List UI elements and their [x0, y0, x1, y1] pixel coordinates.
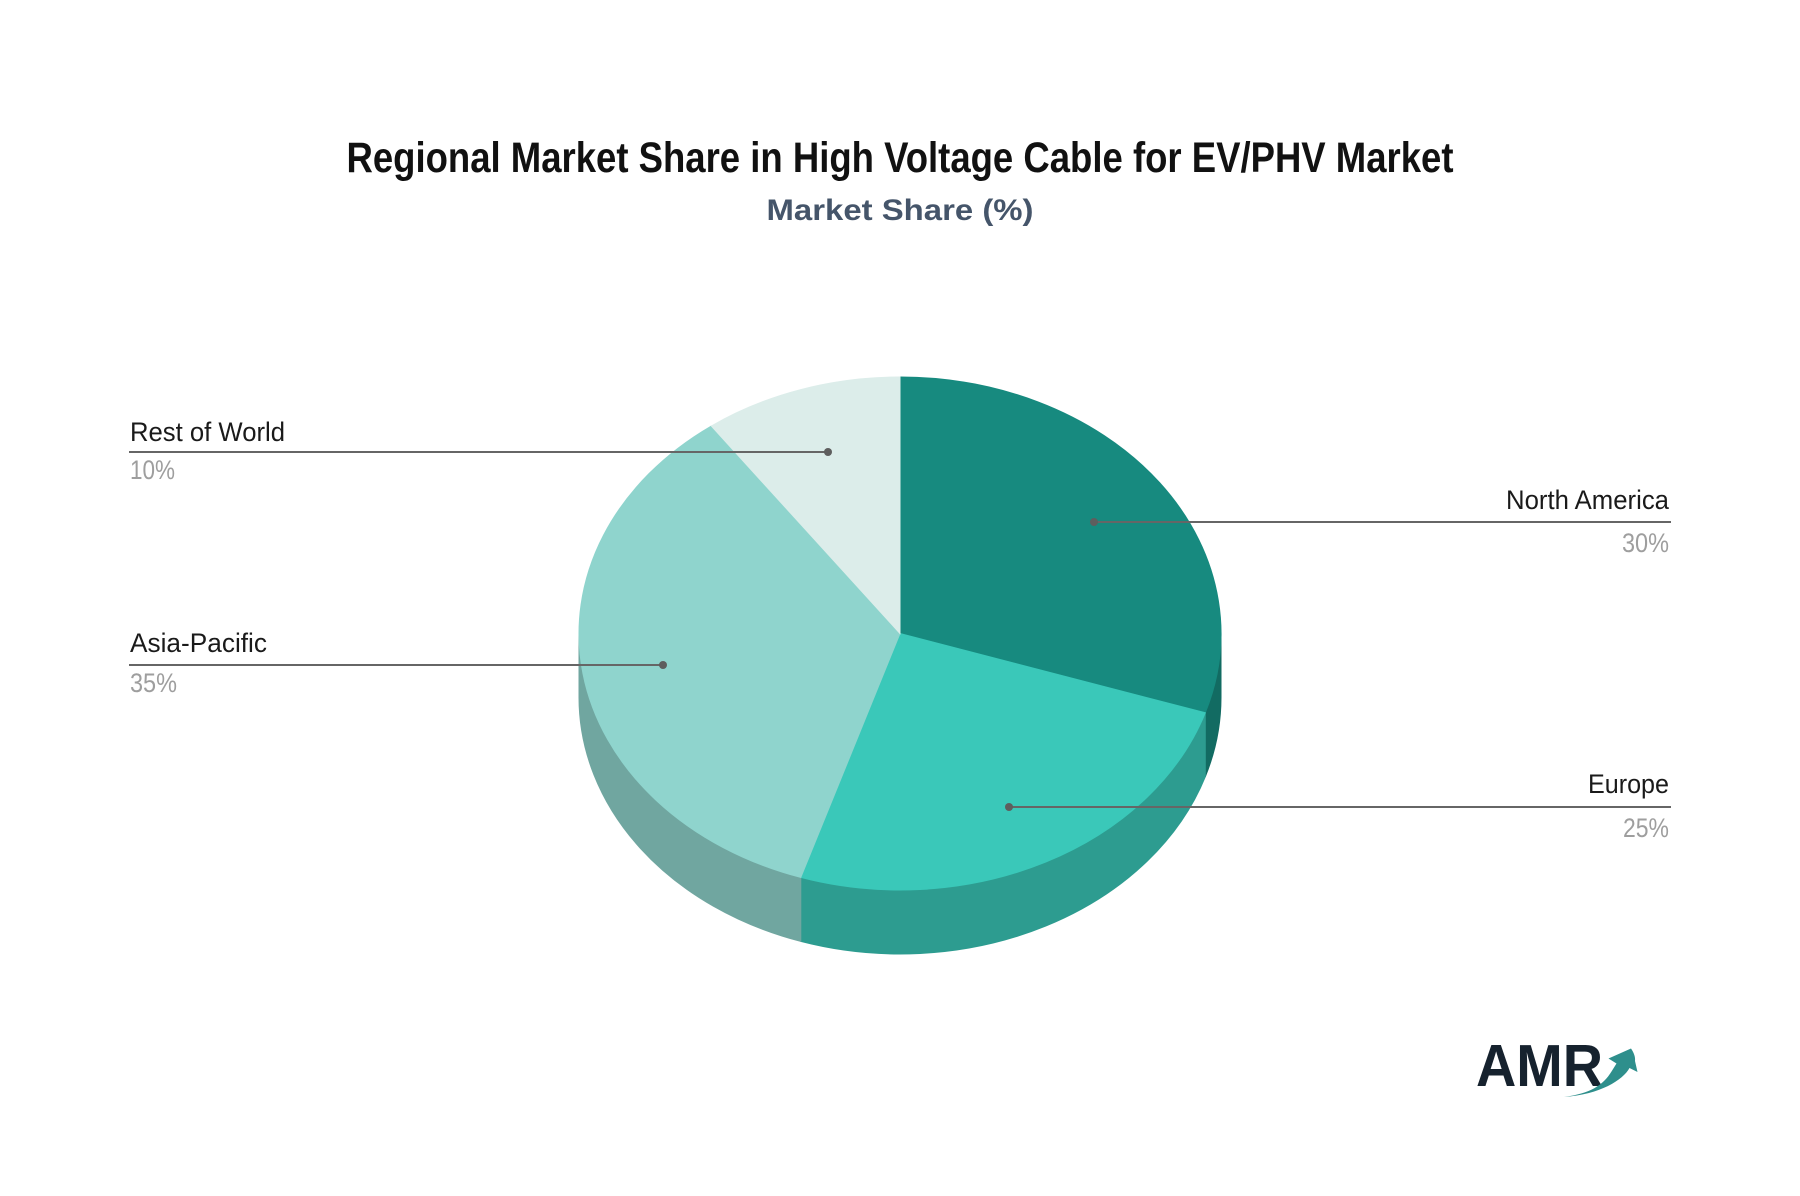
svg-text:AMR: AMR	[1476, 1033, 1603, 1099]
svg-text:Regional Market Share in High: Regional Market Share in High Voltage Ca…	[347, 134, 1454, 182]
svg-text:Rest of World: Rest of World	[130, 417, 285, 447]
svg-text:10%: 10%	[130, 455, 175, 485]
svg-text:Market Share (%): Market Share (%)	[767, 194, 1034, 227]
svg-text:30%: 30%	[1622, 528, 1669, 558]
svg-text:Asia-Pacific: Asia-Pacific	[130, 628, 267, 658]
svg-text:Europe: Europe	[1588, 769, 1669, 799]
svg-text:25%: 25%	[1623, 813, 1669, 843]
svg-text:North America: North America	[1506, 485, 1670, 515]
svg-text:35%: 35%	[130, 668, 177, 698]
